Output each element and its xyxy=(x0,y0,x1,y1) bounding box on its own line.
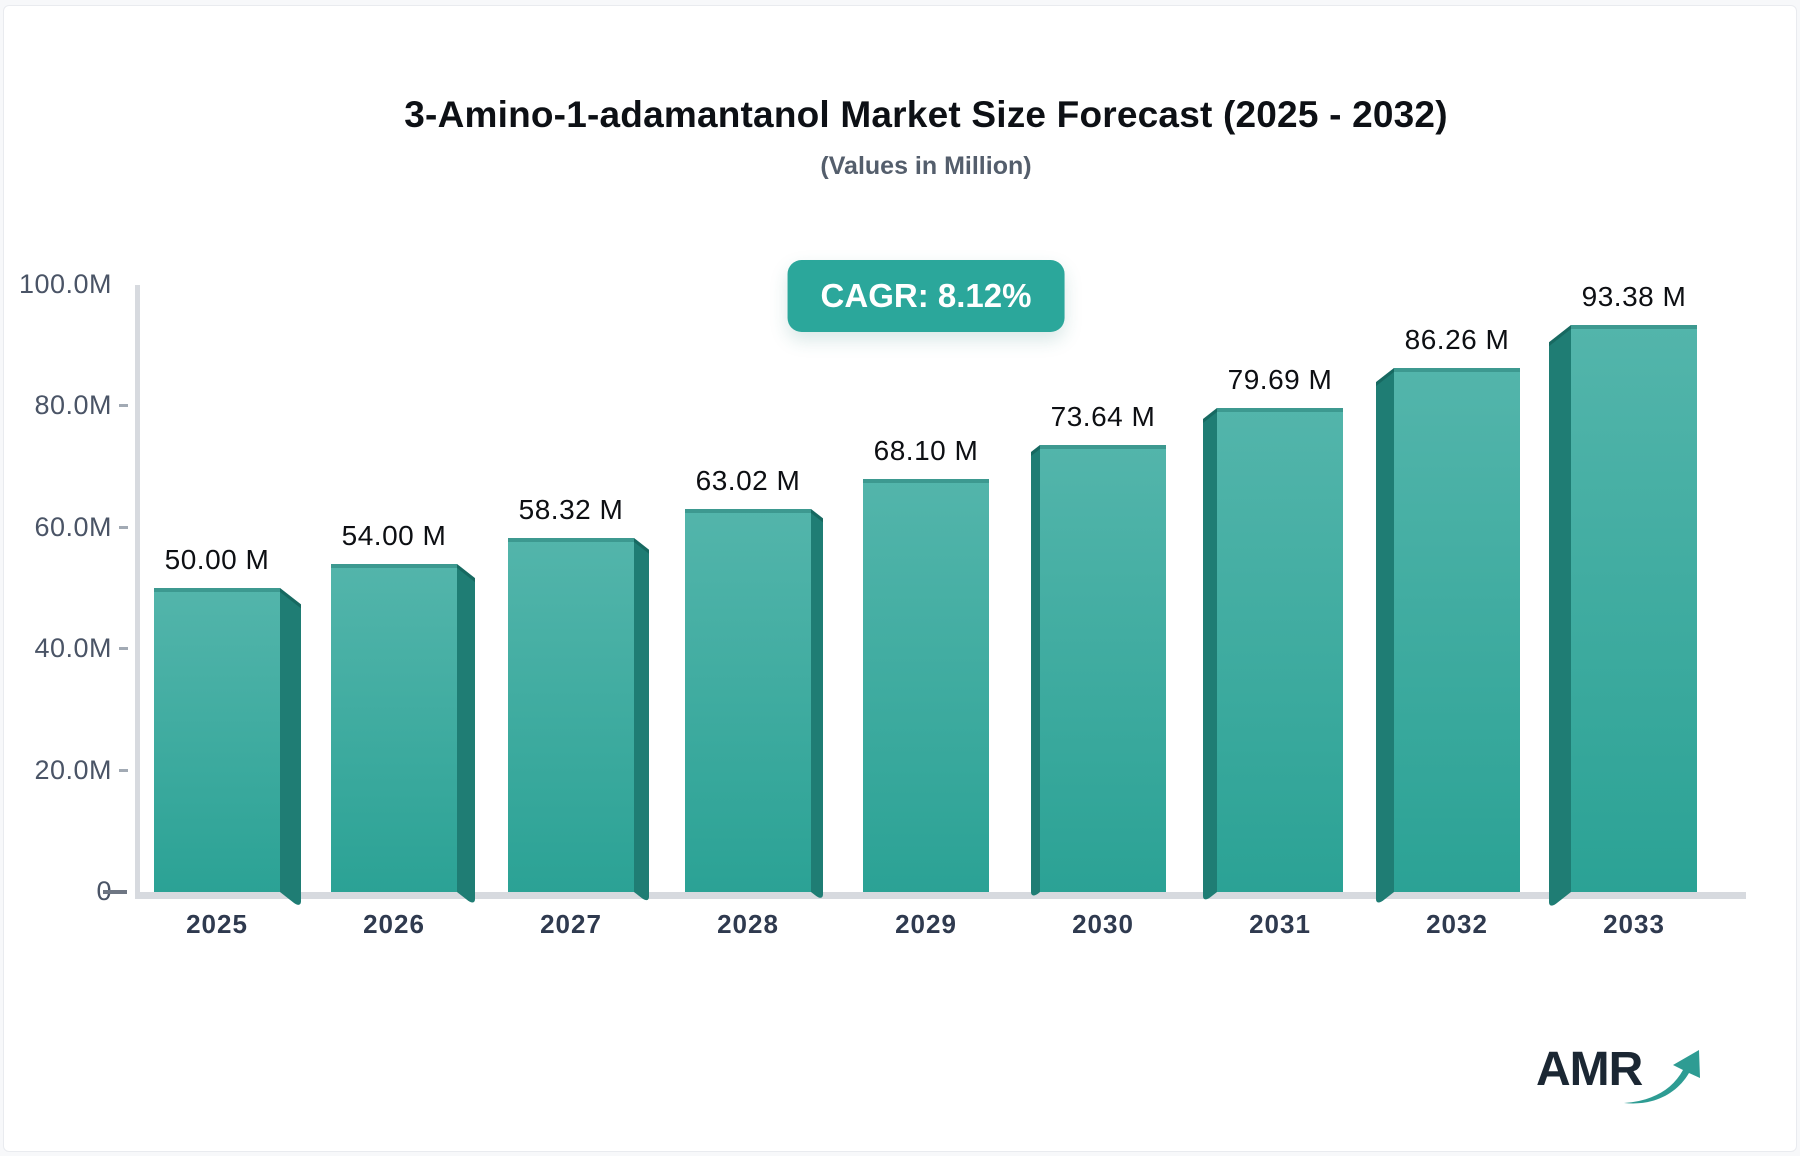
bar-value-label: 73.64 M xyxy=(1050,401,1156,432)
x-tick-label: 2027 xyxy=(540,909,602,939)
bar xyxy=(1203,408,1343,903)
bar xyxy=(508,538,649,904)
bar-face xyxy=(1394,368,1520,892)
bar xyxy=(863,479,989,892)
chart-title: 3-Amino-1-adamantanol Market Size Foreca… xyxy=(404,94,1448,135)
bar xyxy=(1031,445,1166,900)
y-tick-dash xyxy=(119,768,128,772)
bar-face xyxy=(685,509,811,892)
bar-face xyxy=(1571,325,1697,892)
bar-value-label: 63.02 M xyxy=(695,465,801,496)
amr-logo-text: AMR xyxy=(1536,1043,1643,1096)
bar-value-label: 93.38 M xyxy=(1581,281,1687,312)
bar xyxy=(154,588,301,909)
y-axis xyxy=(135,285,140,899)
growth-arrow-icon xyxy=(1624,1050,1700,1104)
x-tick-label: 2028 xyxy=(717,909,779,939)
y-tick-label: 60.0M xyxy=(34,511,112,542)
x-axis xyxy=(135,892,1746,899)
y-tick-label: 40.0M xyxy=(34,633,112,664)
bar-value-label: 79.69 M xyxy=(1227,364,1333,395)
x-tick-label: 2033 xyxy=(1603,909,1665,939)
bar-side xyxy=(1031,445,1040,900)
x-tick-label: 2031 xyxy=(1249,909,1311,939)
bar-value-label: 50.00 M xyxy=(164,544,270,575)
bar-side xyxy=(1549,325,1571,910)
bar-side xyxy=(1203,408,1217,903)
y-tick-dash xyxy=(119,647,128,651)
x-tick-label: 2026 xyxy=(363,909,425,939)
y-tick-label: 0 xyxy=(4,876,112,907)
page-card: 3-Amino-1-adamantanol Market Size Foreca… xyxy=(3,5,1797,1152)
bar xyxy=(331,564,475,907)
bar-face xyxy=(154,588,280,892)
x-tick-label: 2030 xyxy=(1072,909,1134,939)
bar-side xyxy=(634,538,649,904)
cagr-badge-label: CAGR: 8.12% xyxy=(820,277,1032,314)
bar-side xyxy=(280,588,301,909)
bar-face xyxy=(508,538,634,892)
bar-value-label: 58.32 M xyxy=(518,494,624,525)
bar-face xyxy=(1040,445,1166,892)
x-tick-label: 2029 xyxy=(895,909,957,939)
chart-subtitle: (Values in Million) xyxy=(820,152,1032,180)
y-tick-label: 100.0M xyxy=(18,269,112,299)
bar xyxy=(1376,368,1520,907)
amr-logo: AMR xyxy=(1536,1042,1706,1112)
x-tick-label: 2032 xyxy=(1426,909,1488,939)
bar-side xyxy=(811,509,823,902)
bar-side xyxy=(1376,368,1394,907)
bar-face xyxy=(1217,408,1343,892)
bar-face xyxy=(331,564,457,892)
x-tick-label: 2025 xyxy=(186,909,248,939)
bar xyxy=(685,509,823,902)
y-tick-label: 20.0M xyxy=(34,754,112,785)
bar-side xyxy=(457,564,475,907)
bar-value-label: 68.10 M xyxy=(873,435,979,466)
y-tick-label: 80.0M xyxy=(34,390,112,421)
y-tick-dash xyxy=(119,525,128,529)
bar-face xyxy=(863,479,989,892)
bar-value-label: 86.26 M xyxy=(1404,324,1510,355)
bar xyxy=(1549,325,1697,910)
cagr-badge: CAGR: 8.12% xyxy=(787,260,1065,332)
y-tick-dash xyxy=(103,890,127,894)
y-tick-dash xyxy=(119,404,128,408)
bar-value-label: 54.00 M xyxy=(341,520,447,551)
